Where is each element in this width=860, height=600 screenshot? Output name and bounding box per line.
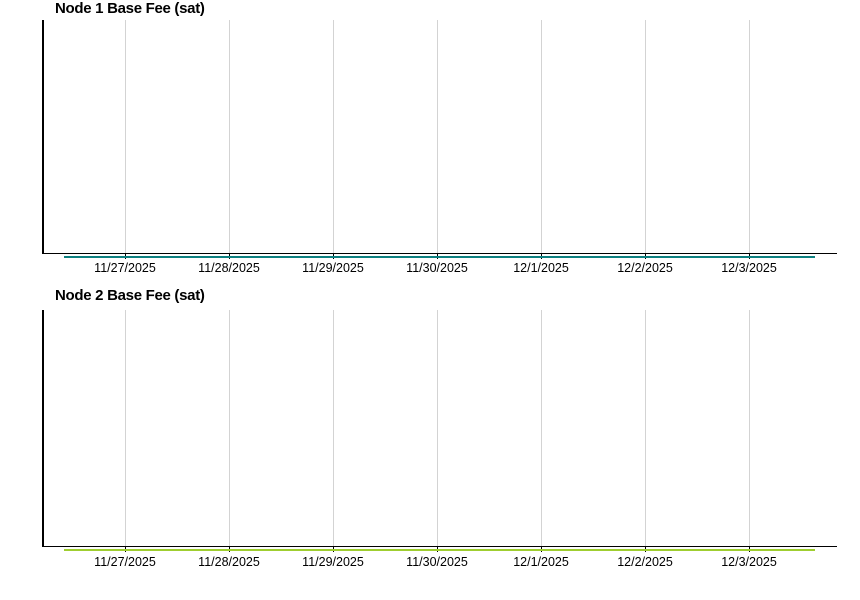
vertical-gridline xyxy=(749,310,750,546)
x-tick-label: 11/27/2025 xyxy=(94,261,156,275)
x-tick-label: 11/30/2025 xyxy=(406,261,468,275)
plot-area-node1 xyxy=(42,20,837,259)
x-tick-label: 12/3/2025 xyxy=(721,261,777,275)
x-tick-label: 11/30/2025 xyxy=(406,555,468,569)
x-tick-label: 12/3/2025 xyxy=(721,555,777,569)
x-tick-label: 11/27/2025 xyxy=(94,555,156,569)
x-tick-label: 11/28/2025 xyxy=(198,555,260,569)
x-axis-tick xyxy=(645,547,646,552)
x-axis-tick xyxy=(333,547,334,552)
vertical-gridline xyxy=(541,310,542,546)
vertical-gridline xyxy=(125,20,126,253)
vertical-gridline xyxy=(229,310,230,546)
chart-title-node2: Node 2 Base Fee (sat) xyxy=(55,287,205,304)
plot-area-node2 xyxy=(42,310,837,552)
vertical-gridline xyxy=(749,20,750,253)
vertical-gridline xyxy=(333,20,334,253)
vertical-gridline xyxy=(437,310,438,546)
x-axis-tick xyxy=(541,254,542,259)
x-axis-tick xyxy=(125,254,126,259)
chart-title-node1: Node 1 Base Fee (sat) xyxy=(55,0,205,17)
vertical-gridline xyxy=(645,20,646,253)
x-tick-label: 12/2/2025 xyxy=(617,555,673,569)
data-series-line xyxy=(64,256,815,258)
x-tick-label: 11/28/2025 xyxy=(198,261,260,275)
x-tick-label: 11/29/2025 xyxy=(302,261,364,275)
x-axis-tick xyxy=(645,254,646,259)
x-tick-label: 12/2/2025 xyxy=(617,261,673,275)
vertical-gridline xyxy=(541,20,542,253)
vertical-gridline xyxy=(229,20,230,253)
x-tick-label: 11/29/2025 xyxy=(302,555,364,569)
x-axis-tick xyxy=(437,547,438,552)
vertical-gridline xyxy=(333,310,334,546)
x-axis-tick xyxy=(437,254,438,259)
x-axis-tick xyxy=(333,254,334,259)
vertical-gridline xyxy=(437,20,438,253)
vertical-gridline xyxy=(125,310,126,546)
x-axis-tick xyxy=(541,547,542,552)
vertical-gridline xyxy=(645,310,646,546)
x-axis-tick xyxy=(125,547,126,552)
x-axis-tick xyxy=(229,547,230,552)
x-axis-tick xyxy=(229,254,230,259)
x-axis-tick xyxy=(749,254,750,259)
x-axis-labels-node1: 11/27/2025 11/28/2025 11/29/2025 11/30/2025… xyxy=(0,261,860,277)
x-tick-label: 12/1/2025 xyxy=(513,261,569,275)
data-series-line xyxy=(64,549,815,551)
x-tick-label: 12/1/2025 xyxy=(513,555,569,569)
x-axis-labels-node2: 11/27/2025 11/28/2025 11/29/2025 11/30/2025… xyxy=(0,555,860,571)
x-axis-tick xyxy=(749,547,750,552)
